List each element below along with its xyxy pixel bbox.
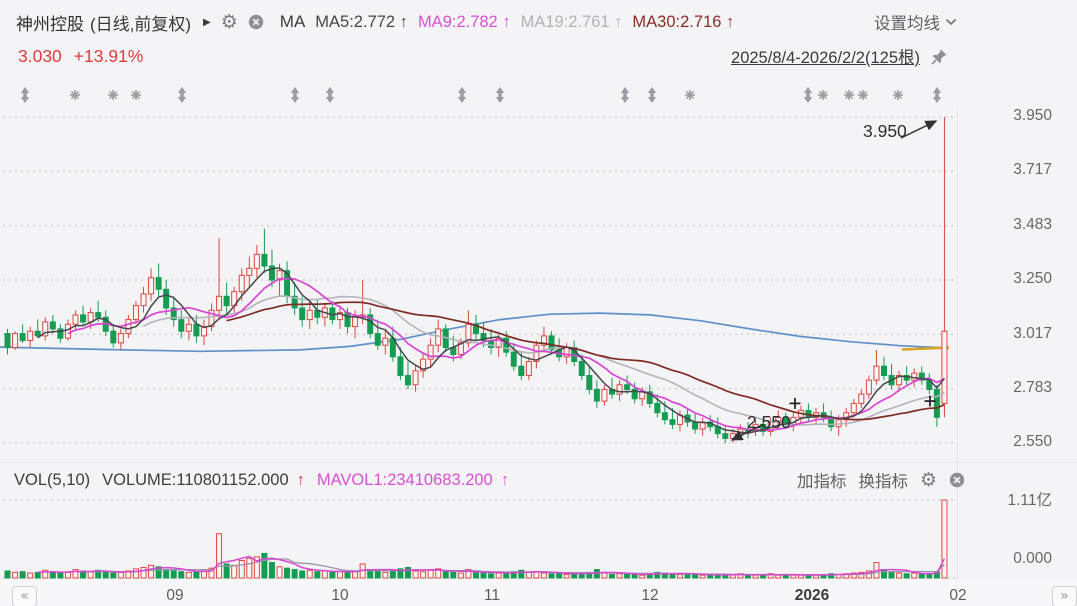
x-tick-2026: 2026 bbox=[794, 587, 830, 604]
x-tick-12: 12 bbox=[641, 587, 659, 604]
scroll-left-button[interactable]: « bbox=[12, 586, 37, 606]
price-tick-2783: 2.783 bbox=[1013, 379, 1052, 396]
add-indicator-button[interactable]: 加指标 bbox=[796, 473, 847, 491]
price-change-percent: +13.91% bbox=[73, 45, 144, 66]
price-tick-3717: 3.717 bbox=[1013, 161, 1052, 178]
chart-header: 神州控股 (日线,前复权) ▶ ⚙ MA MA5:2.772 ↑ MA9:2.7… bbox=[16, 8, 1077, 36]
volume-value: VOLUME:110801152.000 bbox=[102, 470, 289, 489]
x-tick-11: 11 bbox=[483, 587, 501, 604]
pin-icon[interactable] bbox=[931, 48, 948, 65]
ma-settings-gear-icon[interactable]: ⚙ bbox=[220, 10, 238, 33]
volume-tick-zero: 0.000 bbox=[1013, 550, 1052, 567]
expand-caret-icon[interactable]: ▶ bbox=[203, 16, 211, 28]
chevron-down-icon bbox=[945, 18, 957, 26]
x-tick-09: 09 bbox=[166, 587, 184, 604]
price-tick-2550: 2.550 bbox=[1013, 433, 1052, 450]
price-tick-3017: 3.017 bbox=[1013, 325, 1052, 342]
scroll-right-button[interactable]: » bbox=[1052, 586, 1077, 606]
x-axis-strip bbox=[0, 580, 1077, 606]
ma-settings-button[interactable]: 设置均线 bbox=[874, 10, 957, 34]
price-tick-3250: 3.250 bbox=[1013, 270, 1052, 287]
date-range-link[interactable]: 2025/8/4-2026/2/2(125根) bbox=[731, 49, 920, 67]
x-tick-10: 10 bbox=[331, 587, 349, 604]
axis-separator bbox=[957, 105, 958, 580]
volume-tick-max: 1.11亿 bbox=[1007, 492, 1052, 509]
price-high-annotation: 3.950 bbox=[863, 121, 907, 141]
stock-title: 神州控股 bbox=[16, 14, 84, 34]
volume-close-icon[interactable] bbox=[949, 472, 965, 488]
last-price: 3.030 bbox=[18, 45, 62, 66]
ma-indicator-label: MA bbox=[279, 12, 306, 31]
volume-settings-gear-icon[interactable]: ⚙ bbox=[919, 468, 937, 491]
vol-indicator-label: VOL(5,10) bbox=[14, 470, 91, 489]
volume-arrow: ↑ bbox=[296, 470, 305, 489]
switch-indicator-button[interactable]: 换指标 bbox=[858, 473, 908, 491]
ma19-value: MA19:2.761 ↑ bbox=[520, 12, 623, 31]
mavol1-arrow: ↑ bbox=[500, 470, 509, 489]
ma5-value: MA5:2.772 ↑ bbox=[315, 12, 408, 31]
price-low-annotation: 2.550 bbox=[747, 412, 791, 432]
mavol1-value: MAVOL1:23410683.200 bbox=[316, 470, 493, 489]
chart-mode-label: (日线,前复权) bbox=[90, 14, 192, 34]
price-tick-3950: 3.950 bbox=[1013, 107, 1052, 124]
ma30-value: MA30:2.716 ↑ bbox=[632, 12, 735, 31]
x-tick-02: 02 bbox=[949, 587, 967, 604]
ma-close-icon[interactable] bbox=[248, 14, 264, 30]
ma9-value: MA9:2.782 ↑ bbox=[417, 12, 511, 31]
volume-header: VOL(5,10) VOLUME:110801152.000 ↑ MAVOL1:… bbox=[14, 467, 1077, 493]
price-tick-3483: 3.483 bbox=[1013, 216, 1052, 233]
quote-row: 3.030 +13.91% 2025/8/4-2026/2/2(125根) bbox=[18, 44, 1077, 68]
ma-settings-label: 设置均线 bbox=[874, 15, 940, 33]
